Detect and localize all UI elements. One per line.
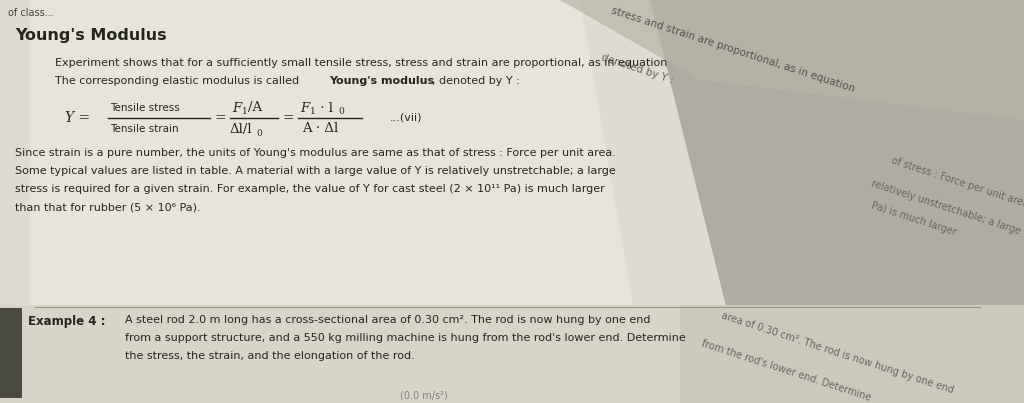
Text: /A: /A — [248, 102, 262, 114]
Text: Experiment shows that for a sufficiently small tensile stress, stress and strain: Experiment shows that for a sufficiently… — [55, 58, 668, 68]
Text: · l: · l — [316, 102, 333, 114]
Text: , denoted by Y :: , denoted by Y : — [432, 76, 520, 86]
Text: Tensile stress: Tensile stress — [110, 103, 180, 113]
Text: F: F — [232, 102, 242, 114]
Text: F: F — [300, 102, 309, 114]
Text: from a support structure, and a 550 kg milling machine is hung from the rod's lo: from a support structure, and a 550 kg m… — [125, 333, 686, 343]
Text: 0: 0 — [338, 108, 344, 116]
Polygon shape — [0, 0, 750, 403]
Text: Some typical values are listed in table. A material with a large value of Y is r: Some typical values are listed in table.… — [15, 166, 615, 176]
Text: denoted by Y :: denoted by Y : — [600, 52, 675, 85]
Text: than that for rubber (5 × 10⁶ Pa).: than that for rubber (5 × 10⁶ Pa). — [15, 202, 201, 212]
Text: of class...: of class... — [8, 8, 53, 18]
Text: Pa) is much larger: Pa) is much larger — [870, 200, 957, 237]
Text: 1: 1 — [310, 108, 315, 116]
Text: Y =: Y = — [65, 111, 90, 125]
Text: Young's modulus: Young's modulus — [329, 76, 434, 86]
Text: A · Δl: A · Δl — [302, 123, 338, 135]
Text: =: = — [283, 111, 295, 125]
Text: stress is required for a given strain. For example, the value of Y for cast stee: stress is required for a given strain. F… — [15, 184, 605, 194]
Text: stress and strain are proportional, as in equation: stress and strain are proportional, as i… — [610, 5, 856, 93]
Text: A steel rod 2.0 m long has a cross-sectional area of 0.30 cm². The rod is now hu: A steel rod 2.0 m long has a cross-secti… — [125, 315, 650, 325]
Text: from the rod's lower end. Determine: from the rod's lower end. Determine — [700, 338, 871, 402]
Bar — [0, 308, 22, 398]
Text: of stress : Force per unit area: of stress : Force per unit area — [890, 155, 1024, 209]
Polygon shape — [30, 0, 650, 403]
Text: Example 4 :: Example 4 : — [28, 315, 105, 328]
Text: (0.0 m/s²): (0.0 m/s²) — [400, 390, 447, 400]
Text: the stress, the strain, and the elongation of the rod.: the stress, the strain, and the elongati… — [125, 351, 415, 361]
Text: area of 0.30 cm². The rod is now hung by one end: area of 0.30 cm². The rod is now hung by… — [720, 310, 955, 395]
Text: Δl/l: Δl/l — [230, 123, 253, 135]
Text: =: = — [215, 111, 226, 125]
Text: relatively unstretchable; a large: relatively unstretchable; a large — [870, 178, 1022, 236]
Text: Tensile strain: Tensile strain — [110, 124, 178, 134]
Text: 0: 0 — [256, 129, 262, 137]
Text: ...(vii): ...(vii) — [390, 113, 423, 123]
Polygon shape — [560, 0, 1024, 120]
Text: Since strain is a pure number, the units of Young's modulus are same as that of : Since strain is a pure number, the units… — [15, 148, 615, 158]
Text: Young's Modulus: Young's Modulus — [15, 28, 167, 43]
Bar — [0, 305, 680, 403]
Polygon shape — [600, 0, 1024, 403]
Text: 1: 1 — [242, 108, 248, 116]
Bar — [0, 305, 1024, 403]
Text: The corresponding elastic modulus is called: The corresponding elastic modulus is cal… — [55, 76, 303, 86]
